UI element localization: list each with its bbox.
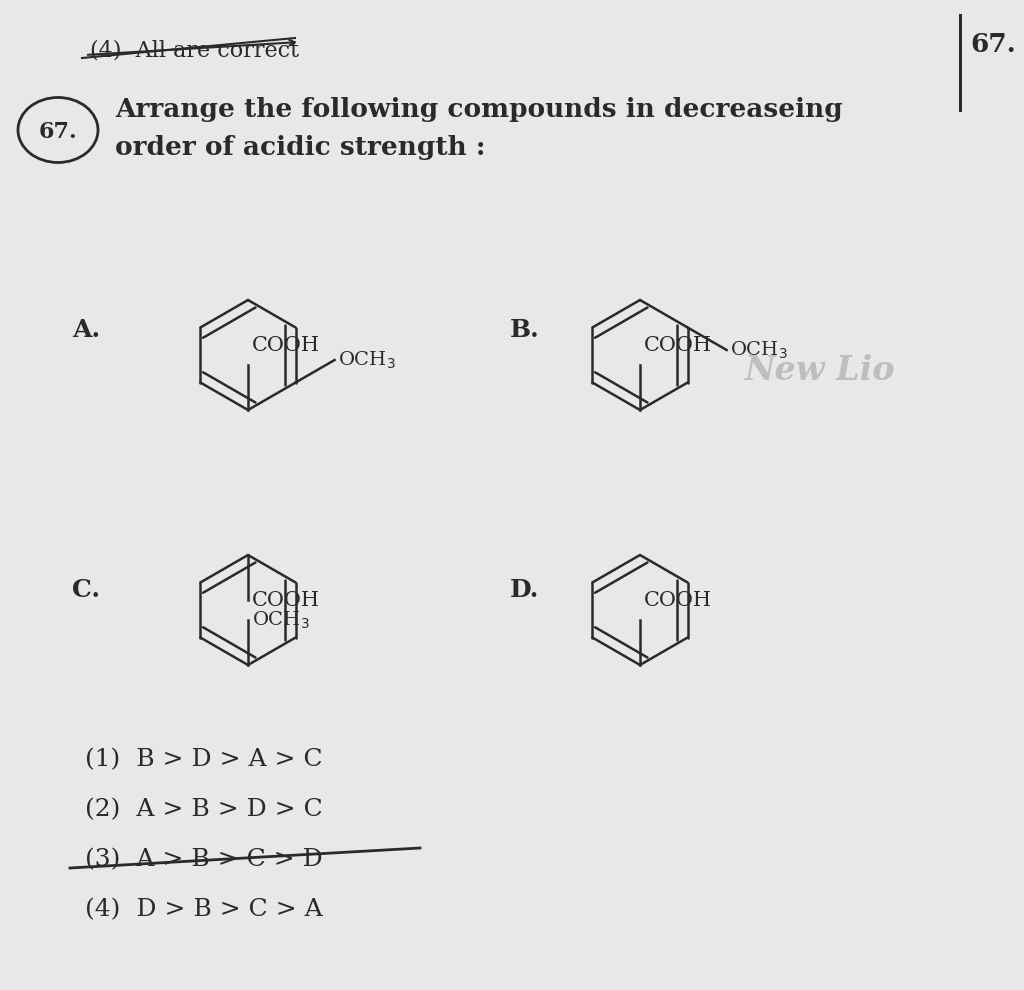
Text: D.: D. [510,578,540,602]
Text: 67.: 67. [39,121,78,143]
Text: B.: B. [510,318,540,342]
Text: COOH: COOH [252,336,319,355]
Text: New Lio: New Lio [744,353,895,386]
Text: OCH$_3$: OCH$_3$ [252,610,309,632]
Text: COOH: COOH [644,591,712,610]
Text: A.: A. [72,318,100,342]
Text: COOH: COOH [644,336,712,355]
Text: order of acidic strength :: order of acidic strength : [115,136,485,160]
Text: OCH$_3$: OCH$_3$ [338,349,395,370]
Text: (2)  A > B > D > C: (2) A > B > D > C [85,799,323,822]
Text: C.: C. [72,578,100,602]
Text: (4)  All are correct: (4) All are correct [90,39,299,61]
Text: (3)  A > B > C > D: (3) A > B > C > D [85,848,323,871]
Text: Arrange the following compounds in decreaseing: Arrange the following compounds in decre… [115,97,843,123]
Text: (4)  D > B > C > A: (4) D > B > C > A [85,899,323,922]
Text: COOH: COOH [252,591,319,610]
Text: OCH$_3$: OCH$_3$ [730,340,787,360]
Text: 67.: 67. [970,33,1016,57]
Text: (1)  B > D > A > C: (1) B > D > A > C [85,748,323,771]
